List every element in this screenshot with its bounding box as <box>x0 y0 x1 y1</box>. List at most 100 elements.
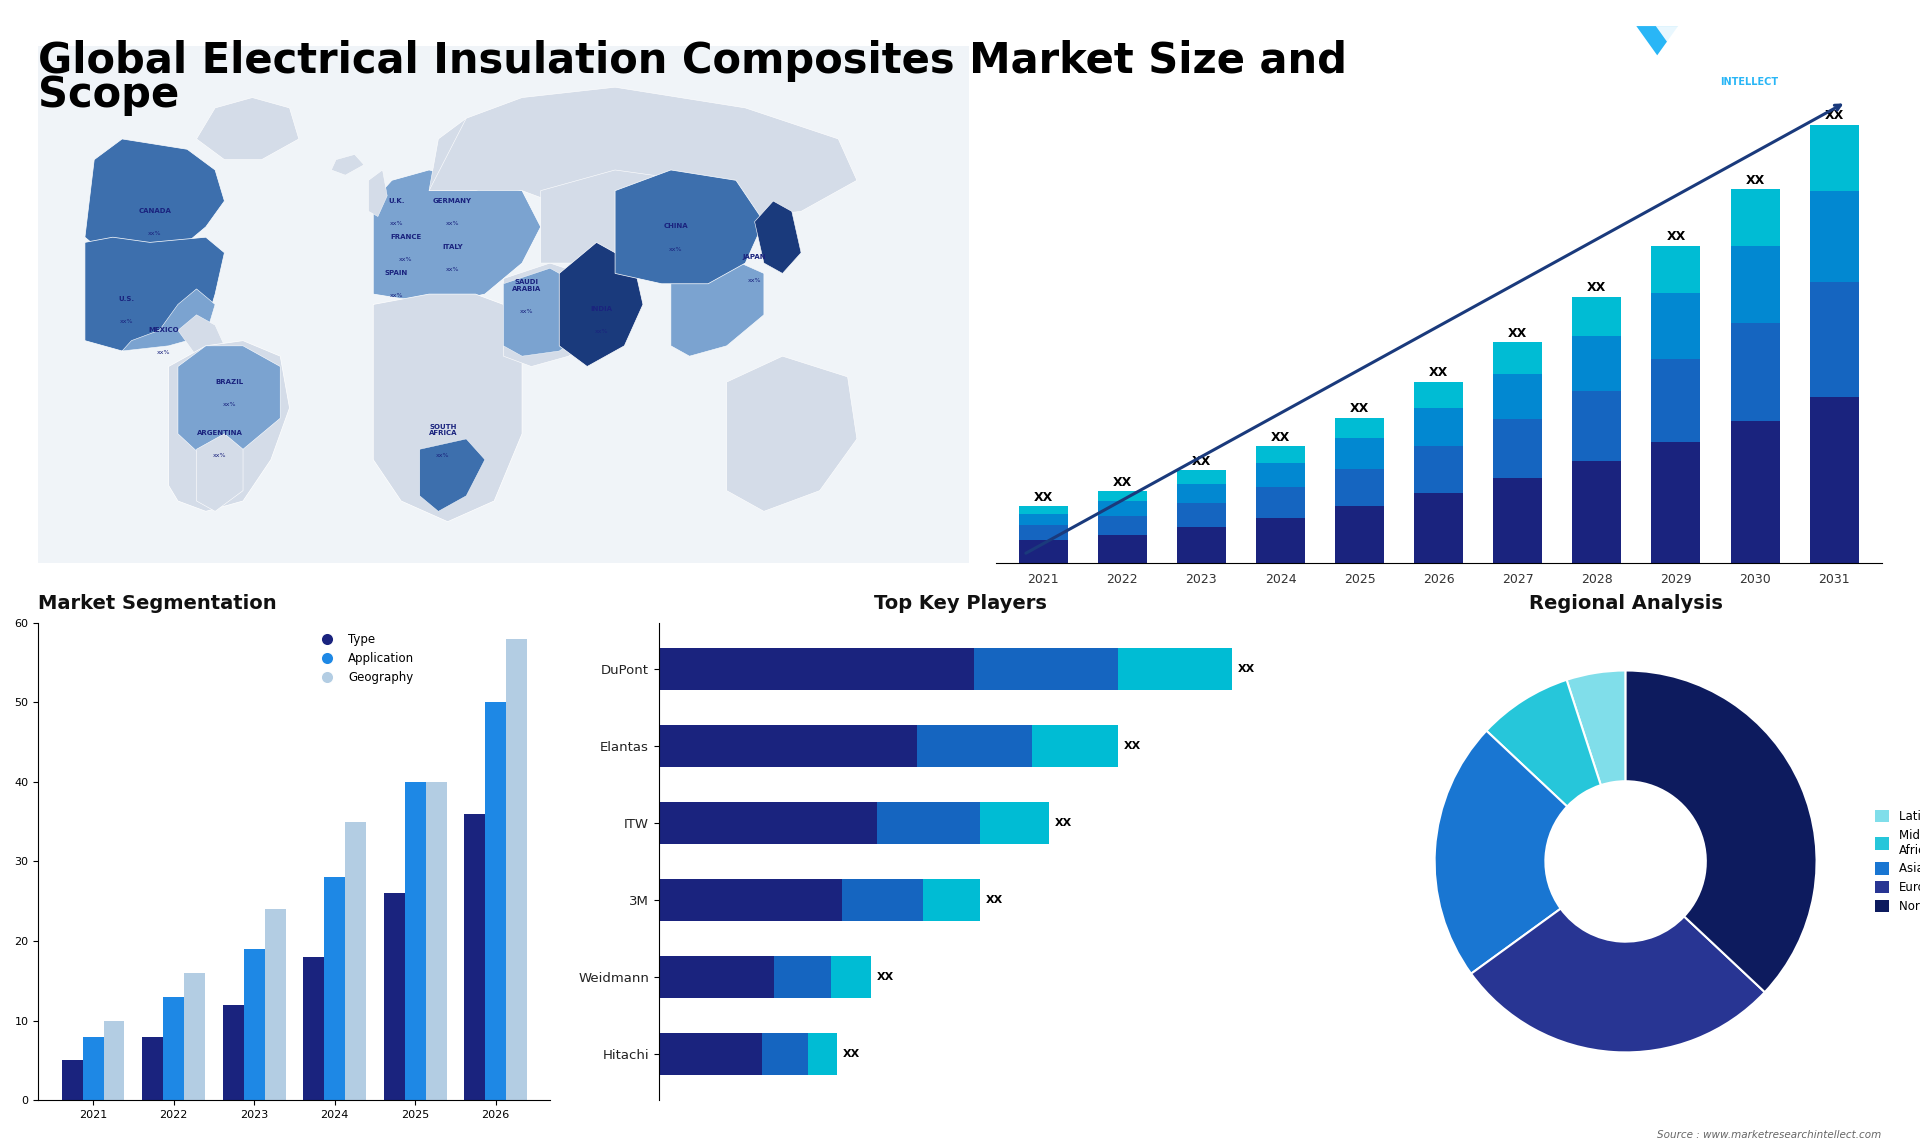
Text: xx%: xx% <box>668 246 682 251</box>
Bar <box>1334 507 1384 563</box>
Text: XX: XX <box>1114 476 1133 489</box>
Title: Top Key Players: Top Key Players <box>874 594 1046 613</box>
Wedge shape <box>1434 731 1567 974</box>
Bar <box>1098 501 1146 516</box>
Text: XX: XX <box>843 1049 860 1059</box>
Polygon shape <box>169 340 290 511</box>
Text: xx%: xx% <box>390 293 403 298</box>
Polygon shape <box>179 315 225 356</box>
Polygon shape <box>670 253 764 356</box>
Title: Regional Analysis: Regional Analysis <box>1528 594 1722 613</box>
Bar <box>831 956 872 998</box>
Text: ARGENTINA: ARGENTINA <box>198 431 242 437</box>
Legend: Latin America, Middle East &
Africa, Asia Pacific, Europe, North America: Latin America, Middle East & Africa, Asi… <box>1870 804 1920 918</box>
Bar <box>1334 417 1384 439</box>
Text: XX: XX <box>1271 431 1290 444</box>
Text: Scope: Scope <box>38 74 180 117</box>
Bar <box>1415 446 1463 493</box>
Bar <box>924 879 979 921</box>
Bar <box>1256 463 1306 487</box>
Bar <box>659 724 918 767</box>
Bar <box>1415 408 1463 446</box>
Polygon shape <box>755 201 801 274</box>
Text: XX: XX <box>1350 402 1369 415</box>
Bar <box>1020 525 1068 541</box>
Text: MARKET: MARKET <box>1720 33 1764 44</box>
Bar <box>1494 342 1542 374</box>
Text: XX: XX <box>1588 282 1607 295</box>
Wedge shape <box>1567 670 1626 785</box>
Text: INDIA: INDIA <box>589 306 612 312</box>
Polygon shape <box>123 289 215 351</box>
Text: xx%: xx% <box>445 267 459 273</box>
Polygon shape <box>559 243 643 367</box>
Bar <box>979 802 1048 845</box>
Text: JAPAN: JAPAN <box>743 254 766 260</box>
Bar <box>265 909 286 1100</box>
Bar <box>1730 245 1780 323</box>
Bar <box>1494 419 1542 478</box>
Text: XX: XX <box>1428 367 1448 379</box>
Text: SOUTH
AFRICA: SOUTH AFRICA <box>428 424 457 437</box>
Bar <box>1031 724 1117 767</box>
Bar <box>843 879 924 921</box>
Bar <box>426 782 447 1100</box>
Bar <box>1494 374 1542 419</box>
Bar <box>1651 442 1701 563</box>
Bar <box>1177 471 1227 484</box>
Bar <box>163 997 184 1100</box>
Bar <box>1730 422 1780 563</box>
Text: XX: XX <box>1192 455 1212 469</box>
Text: SPAIN: SPAIN <box>384 270 409 276</box>
Bar <box>303 957 324 1100</box>
Text: xx%: xx% <box>399 257 413 262</box>
Polygon shape <box>1636 26 1678 55</box>
Text: xx%: xx% <box>749 277 762 283</box>
Text: XX: XX <box>1054 818 1071 827</box>
Bar <box>973 647 1117 690</box>
Polygon shape <box>726 356 856 511</box>
Polygon shape <box>179 346 280 460</box>
Text: xx%: xx% <box>436 454 449 458</box>
Bar <box>346 822 367 1100</box>
Bar <box>1811 125 1859 191</box>
Bar <box>1811 397 1859 563</box>
Bar <box>223 1005 244 1100</box>
Bar <box>1098 516 1146 535</box>
Text: INTELLECT: INTELLECT <box>1720 77 1778 87</box>
Text: XX: XX <box>1745 174 1764 187</box>
Text: xx%: xx% <box>157 350 171 355</box>
Bar <box>1020 541 1068 563</box>
Bar <box>465 814 486 1100</box>
Polygon shape <box>1655 26 1697 55</box>
Text: CANADA: CANADA <box>138 207 171 214</box>
Text: XX: XX <box>1824 110 1843 123</box>
Text: FRANCE: FRANCE <box>390 234 420 240</box>
Bar <box>405 782 426 1100</box>
Polygon shape <box>541 170 708 264</box>
Bar <box>1572 297 1620 336</box>
Text: Market Segmentation: Market Segmentation <box>38 594 276 613</box>
Bar <box>384 893 405 1100</box>
Text: XX: XX <box>985 895 1002 905</box>
Bar <box>877 802 979 845</box>
Bar <box>659 647 973 690</box>
Bar <box>1020 507 1068 513</box>
Text: RESEARCH: RESEARCH <box>1720 55 1778 65</box>
Polygon shape <box>503 268 597 356</box>
Bar <box>1098 535 1146 563</box>
Polygon shape <box>369 170 388 217</box>
Text: xx%: xx% <box>223 402 236 407</box>
Bar <box>659 879 843 921</box>
Bar <box>659 956 774 998</box>
Bar <box>1334 439 1384 469</box>
Bar <box>1651 293 1701 359</box>
Bar <box>83 1036 104 1100</box>
Bar <box>1256 487 1306 518</box>
Bar <box>808 1033 837 1075</box>
Text: XX: XX <box>1033 492 1052 504</box>
Bar <box>324 878 346 1100</box>
Bar <box>61 1060 83 1100</box>
Polygon shape <box>84 139 225 253</box>
Bar <box>1117 647 1233 690</box>
